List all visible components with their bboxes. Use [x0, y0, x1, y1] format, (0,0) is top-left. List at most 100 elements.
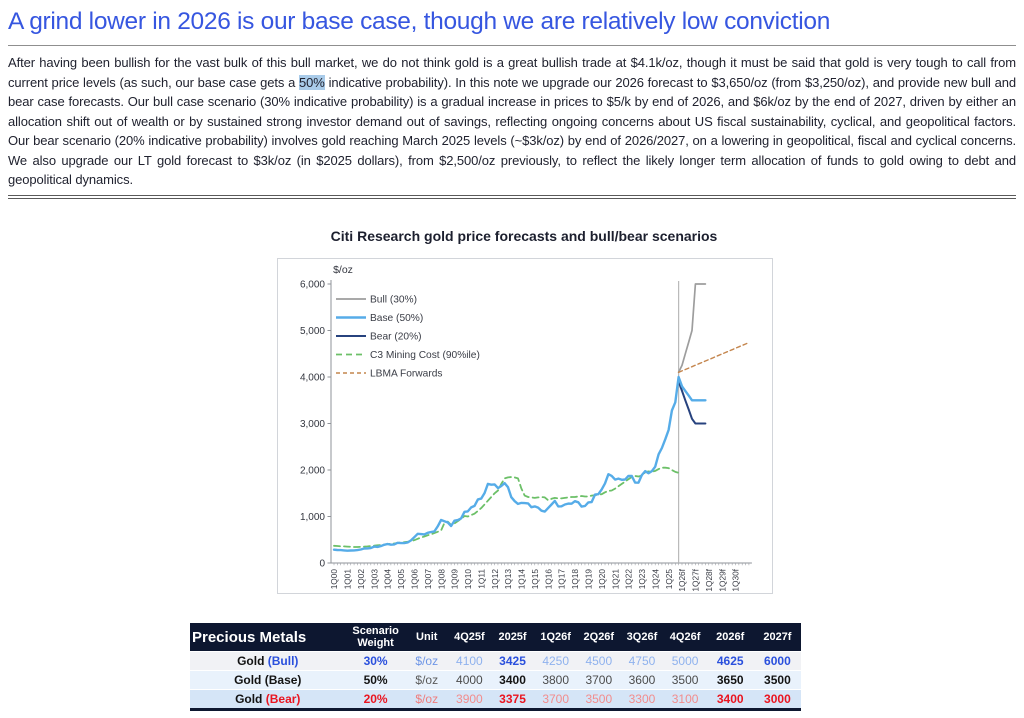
x-tick-label: 1Q00: [329, 569, 339, 590]
x-tick-label: 1Q23: [637, 569, 647, 590]
x-tick-label: 1Q29f: [717, 568, 727, 591]
x-tick-label: 1Q08: [436, 569, 446, 590]
scenario-weight-cell: 50%: [345, 670, 406, 690]
x-tick-label: 1Q06: [410, 569, 420, 590]
table-row: Gold (Bear) 20% $/oz 3900 3375 3700 3500 3300 31…: [190, 689, 801, 710]
forecast-value-cell: 6000: [753, 651, 801, 671]
metal-label: Gold: [237, 654, 268, 668]
forecast-value-cell: 3500: [663, 670, 707, 690]
forecast-value-cell: 4100: [447, 651, 491, 671]
x-tick-label: 1Q17: [557, 569, 567, 590]
scenario-label: (Bull): [267, 654, 299, 668]
table-header-row: Precious Metals Scenario Weight Unit 4Q25f 2…: [190, 623, 801, 652]
y-tick-label: 2,000: [300, 466, 325, 477]
metal-scenario-cell: Gold (Bull): [190, 651, 346, 671]
chart-series: [332, 283, 750, 552]
column-header: Precious Metals: [190, 623, 346, 652]
column-header: 3Q26f: [620, 623, 664, 652]
series-line: [677, 341, 750, 374]
metal-label: Gold: [234, 673, 265, 687]
legend-label: Base (50%): [370, 313, 423, 324]
x-axis-ticks: 1Q00 1Q01 1Q02 1Q03 1Q04 1Q05 1Q06 1Q07 1Q08 1Q09…: [329, 563, 750, 592]
forecast-value-cell: 3800: [534, 670, 578, 690]
forecast-value-cell: 3425: [490, 651, 535, 671]
forecast-value-cell: 3900: [447, 689, 491, 710]
forecast-value-cell: 3500: [753, 670, 801, 690]
x-tick-label: 1Q16: [543, 569, 553, 590]
gold-forecast-chart: $/oz 0 1,000 2,000 3,000 4,000 5,000 6,000 1Q00 1…: [277, 258, 773, 594]
table-row: Gold (Bull) 30% $/oz 4100 3425 4250 4500 4750 50…: [190, 651, 801, 671]
chart-legend: Bull (30%) Base (50%) Bear (20%) C3 Mining …: [336, 295, 480, 380]
x-tick-label: 1Q15: [530, 569, 540, 590]
chart-axes: $/oz 0 1,000 2,000 3,000 4,000 5,000 6,000: [300, 264, 752, 570]
highlighted-probability: 50%: [299, 74, 325, 90]
x-tick-label: 1Q05: [396, 569, 406, 590]
forecast-value-cell: 4750: [620, 651, 664, 671]
forecast-value-cell: 3375: [490, 689, 535, 710]
x-tick-label: 1Q18: [570, 569, 580, 590]
precious-metals-forecast-table: Precious Metals Scenario Weight Unit 4Q25f 2…: [190, 623, 801, 711]
y-tick-label: 6,000: [300, 280, 325, 291]
forecast-value-cell: 3100: [663, 689, 707, 710]
column-header: 1Q26f: [534, 623, 578, 652]
x-tick-label: 1Q20: [597, 569, 607, 590]
legend-label: LBMA Forwards: [370, 369, 442, 380]
scenario-weight-cell: 30%: [345, 651, 406, 671]
column-header: 4Q25f: [447, 623, 491, 652]
title-divider: [8, 45, 1016, 46]
forecast-value-cell: 3500: [577, 689, 621, 710]
metal-scenario-cell: Gold (Base): [190, 670, 346, 690]
x-tick-label: 1Q03: [369, 569, 379, 590]
column-header: Scenario Weight: [345, 623, 406, 652]
x-tick-label: 1Q27f: [691, 568, 701, 591]
legend-label: Bull (30%): [370, 295, 417, 306]
forecast-value-cell: 3650: [706, 670, 754, 690]
x-tick-label: 1Q09: [450, 569, 460, 590]
paragraph-text-before: After having been bullish for the vast b…: [8, 55, 1016, 90]
legend-label: C3 Mining Cost (90%ile): [370, 350, 480, 361]
series-line: [677, 283, 707, 374]
forecast-value-cell: 3700: [534, 689, 578, 710]
x-tick-label: 1Q04: [383, 569, 393, 590]
column-header: 2026f: [706, 623, 754, 652]
paragraph-text-after: indicative probability). In this note we…: [8, 74, 1016, 188]
y-axis-unit-label: $/oz: [333, 264, 353, 276]
x-tick-label: 1Q10: [463, 569, 473, 590]
forecast-value-cell: 4000: [447, 670, 491, 690]
x-tick-label: 1Q19: [583, 569, 593, 590]
forecast-value-cell: 4250: [534, 651, 578, 671]
column-header: 2025f: [490, 623, 535, 652]
metal-label: Gold: [235, 692, 266, 706]
x-tick-label: 1Q01: [343, 569, 353, 590]
section-divider: [8, 194, 1016, 199]
x-tick-label: 1Q24: [650, 569, 660, 590]
page-title: A grind lower in 2026 is our base case, …: [8, 8, 831, 35]
x-tick-label: 1Q13: [503, 569, 513, 590]
y-tick-label: 0: [319, 559, 325, 570]
y-tick-label: 5,000: [300, 326, 325, 337]
legend-label: Bear (20%): [370, 332, 422, 343]
summary-paragraph: After having been bullish for the vast b…: [8, 53, 1016, 190]
series-line: [333, 466, 680, 548]
metal-scenario-cell: Gold (Bear): [190, 689, 346, 710]
x-tick-label: 1Q12: [490, 569, 500, 590]
forecast-value-cell: 5000: [663, 651, 707, 671]
x-tick-label: 1Q30f: [731, 568, 741, 591]
x-tick-label: 1Q28f: [704, 568, 714, 591]
x-tick-label: 1Q26f: [677, 568, 687, 591]
column-header: 2027f: [753, 623, 801, 652]
column-header: 2Q26f: [577, 623, 621, 652]
forecast-value-cell: 3300: [620, 689, 664, 710]
y-tick-label: 1,000: [300, 512, 325, 523]
table-row: Gold (Base) 50% $/oz 4000 3400 3800 3700 3600 35…: [190, 670, 801, 690]
series-line: [332, 375, 707, 552]
forecast-value-cell: 4500: [577, 651, 621, 671]
x-tick-label: 1Q02: [356, 569, 366, 590]
scenario-weight-cell: 20%: [345, 689, 406, 710]
y-tick-label: 4,000: [300, 373, 325, 384]
x-tick-label: 1Q14: [517, 569, 527, 590]
x-tick-label: 1Q11: [476, 569, 486, 589]
column-header: Unit: [405, 623, 448, 652]
x-tick-label: 1Q07: [423, 569, 433, 590]
